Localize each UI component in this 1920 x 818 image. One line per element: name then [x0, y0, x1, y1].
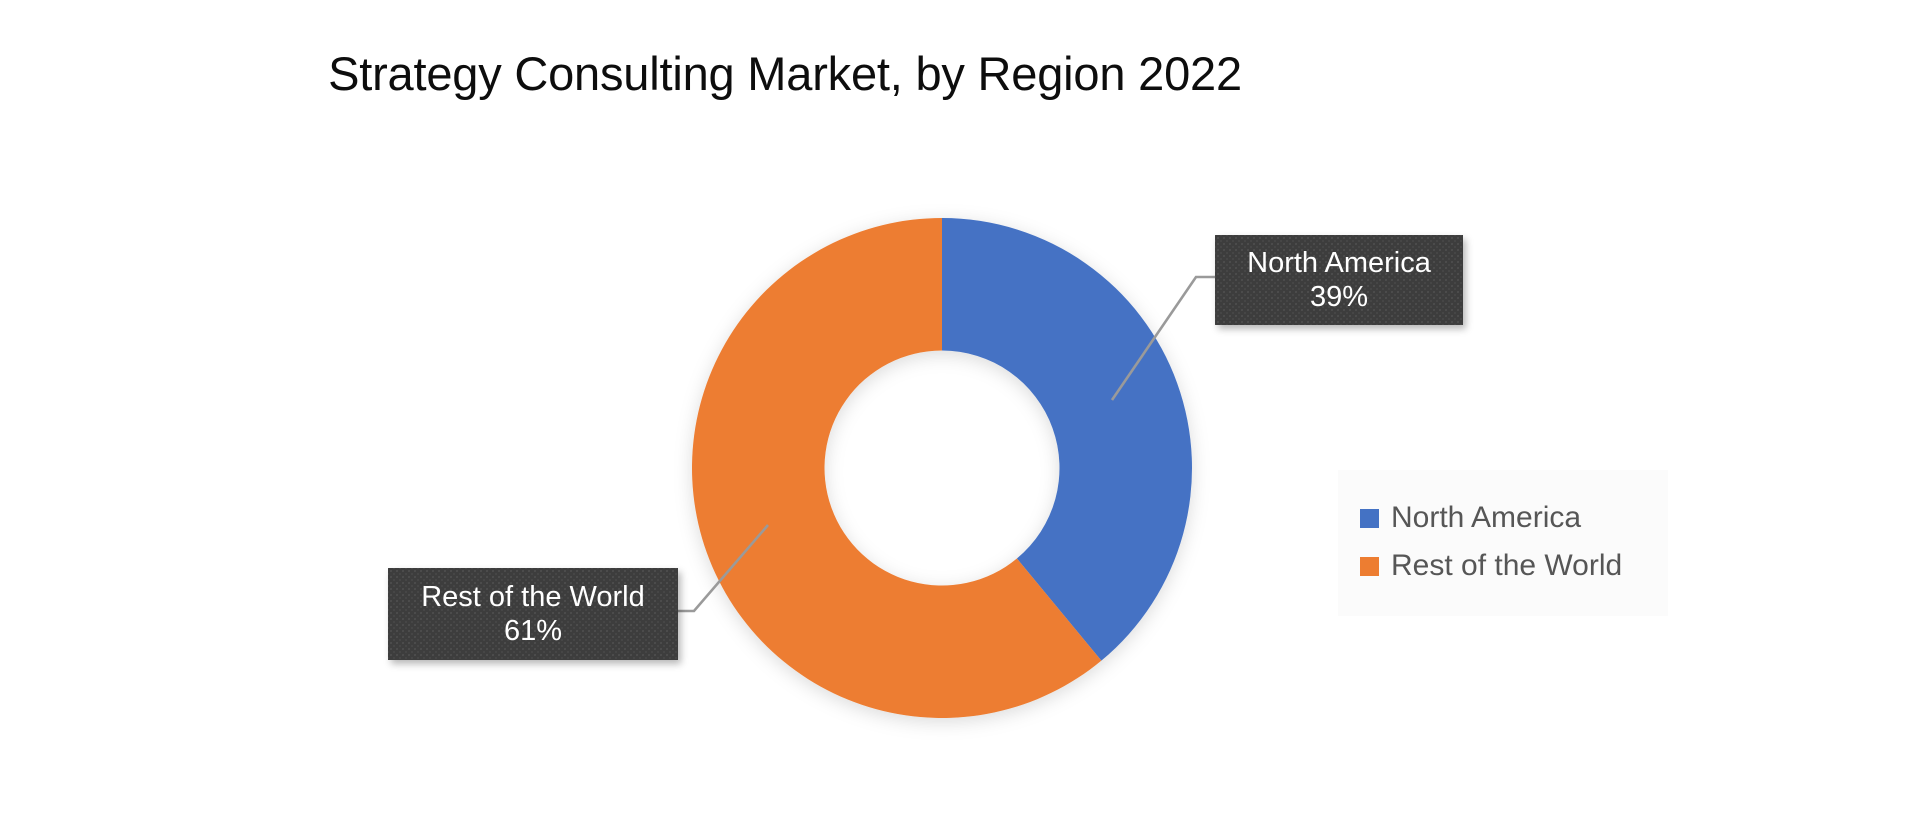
data-label-rest-of-the-world-name: Rest of the World	[421, 580, 645, 613]
legend-item-north-america[interactable]: North America	[1338, 494, 1668, 542]
data-label-north-america-value: 39%	[1309, 281, 1369, 313]
donut-svg	[692, 218, 1192, 718]
legend-label-rest-of-the-world: Rest of the World	[1391, 549, 1623, 582]
data-label-north-america-name: North America	[1247, 246, 1431, 279]
data-label-rest-of-the-world-value: 61%	[503, 615, 563, 647]
legend-swatch-icon-rest-of-the-world	[1360, 556, 1379, 576]
donut-chart-plot-area	[692, 218, 1192, 718]
data-label-north-america: North America 39%	[1215, 235, 1463, 325]
pie-slice-rest-of-the-world[interactable]	[692, 218, 1102, 718]
data-label-rest-of-the-world: Rest of the World 61%	[388, 568, 678, 660]
chart-legend: North America Rest of the World	[1338, 470, 1668, 616]
chart-title: Strategy Consulting Market, by Region 20…	[328, 47, 1242, 100]
legend-label-north-america: North America	[1391, 501, 1582, 534]
legend-item-rest-of-the-world[interactable]: Rest of the World	[1338, 542, 1668, 590]
legend-swatch-icon-north-america	[1360, 508, 1379, 528]
